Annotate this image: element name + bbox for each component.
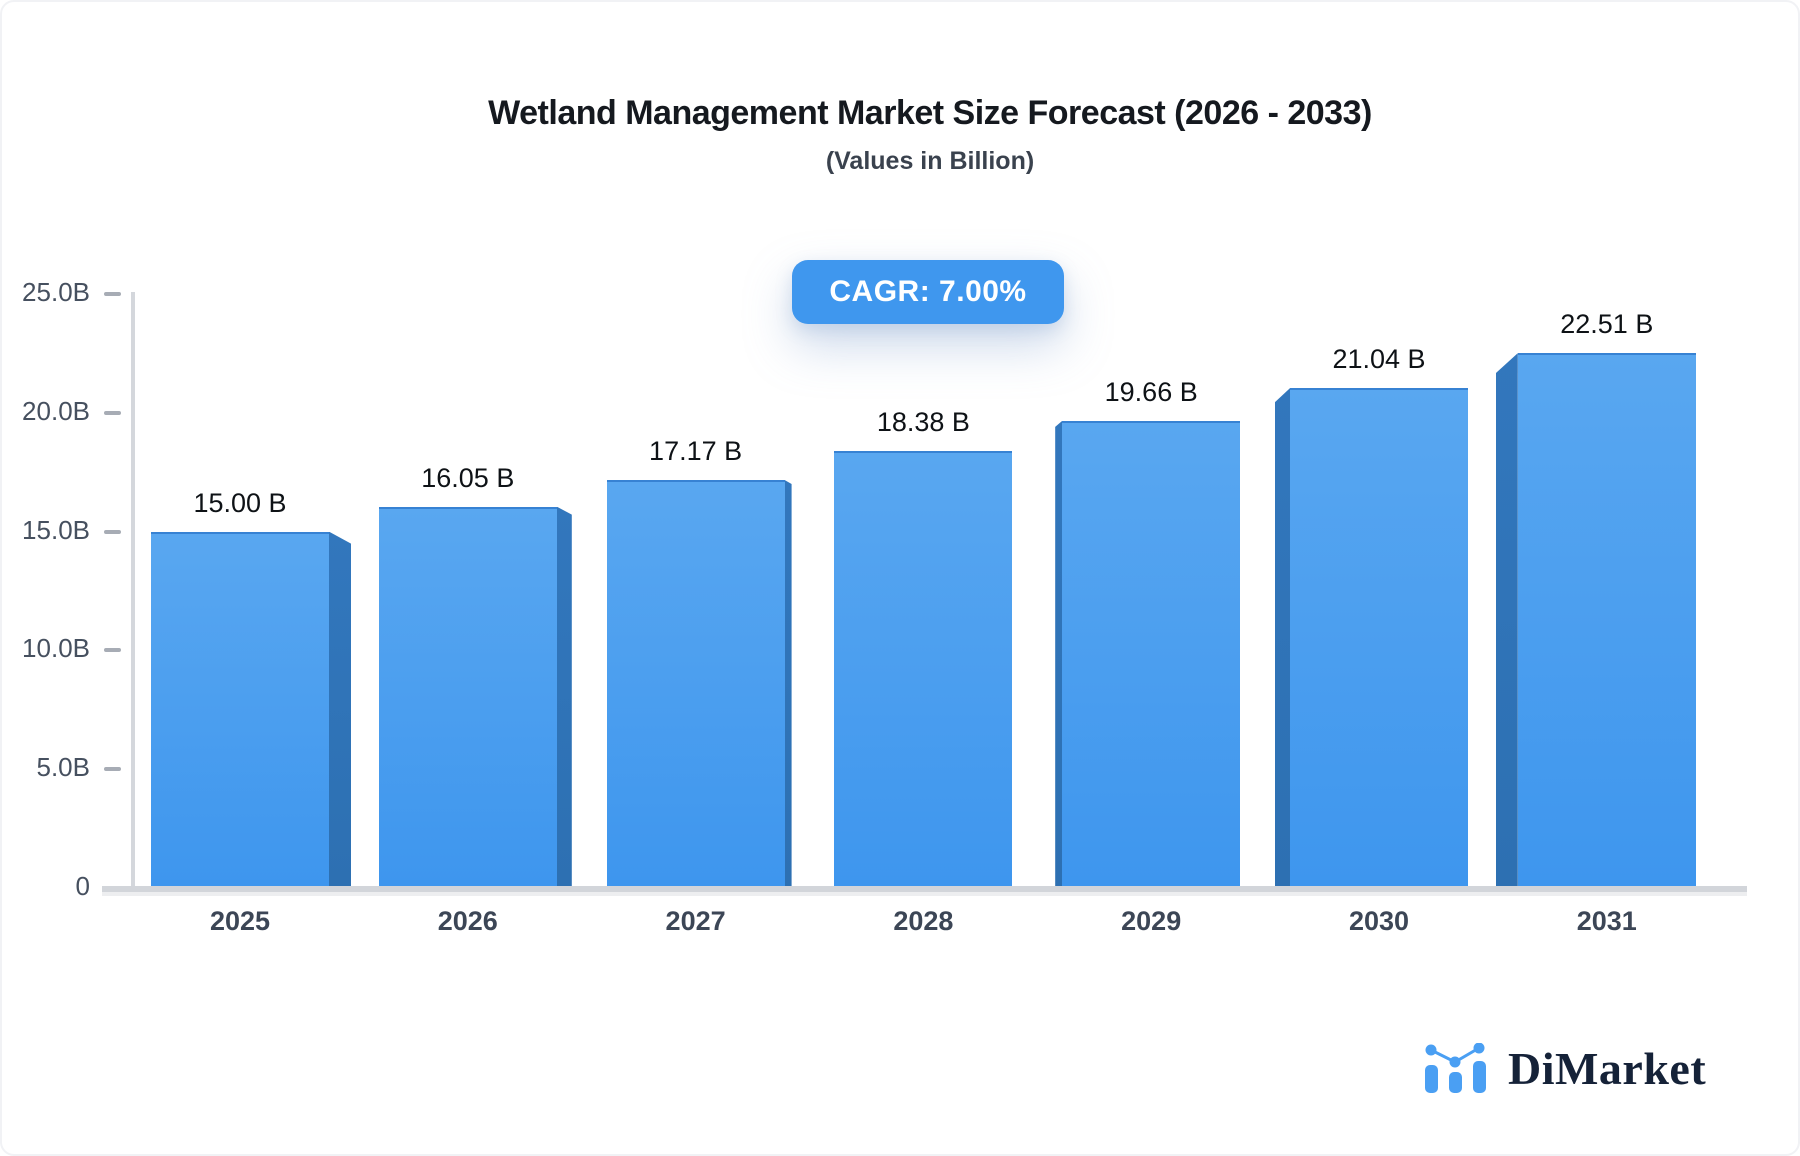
y-axis-line [131, 292, 135, 888]
x-axis-label-2025: 2025 [209, 906, 271, 936]
y-axis-tick [104, 648, 121, 653]
bar-side-face-2030 [1275, 388, 1290, 888]
bar-side-face-2025 [329, 531, 351, 888]
bar-value-label-2026: 16.05 B [421, 462, 515, 493]
x-axis-label-2030: 2030 [1348, 906, 1410, 936]
x-axis-label-2027: 2027 [665, 906, 726, 936]
y-axis-tick [104, 529, 121, 534]
dimarket-logo: DiMarket [1422, 1042, 1706, 1095]
x-axis-label-2026: 2026 [437, 906, 498, 936]
cagr-badge: CAGR: 7.00% [792, 260, 1064, 324]
bar-side-face-2029 [1055, 420, 1063, 888]
x-axis-label-2031: 2031 [1576, 906, 1637, 936]
y-axis-tick [104, 292, 121, 296]
bar-side-face-2031 [1495, 353, 1518, 888]
bar-side-face-2027 [784, 480, 792, 888]
x-axis-label-2029: 2029 [1121, 906, 1182, 936]
bar-side-face-2026 [556, 506, 572, 888]
y-axis-tick-label: 0 [75, 871, 90, 901]
y-axis-tick-label: 5.0B [36, 752, 91, 783]
x-axis-line [102, 886, 1747, 892]
y-axis-tick-label: 15.0B [22, 514, 90, 545]
bar-2027[interactable] [606, 480, 785, 886]
bar-2030[interactable] [1290, 388, 1468, 886]
x-axis-label-2028: 2028 [893, 906, 954, 936]
bar-2025[interactable] [151, 531, 329, 886]
y-axis-tick-label: 20.0B [22, 395, 90, 426]
bar-2029[interactable] [1062, 420, 1241, 886]
bar-value-label-2027: 17.17 B [649, 436, 743, 467]
bar-value-label-2025: 15.00 B [193, 487, 287, 518]
bar-value-label-2029: 19.66 B [1104, 376, 1198, 407]
bar-2031[interactable] [1517, 353, 1696, 886]
y-axis-tick-label: 25.0B [22, 277, 90, 307]
y-axis-tick-label: 10.0B [22, 633, 90, 664]
bar-value-label-2030: 21.04 B [1332, 344, 1426, 375]
bar-line-chart-icon [1425, 1042, 1486, 1093]
y-axis-tick [104, 767, 121, 772]
logo-text: DiMarket [1508, 1043, 1707, 1094]
bar-2028[interactable] [834, 451, 1013, 886]
bar-value-label-2028: 18.38 B [876, 407, 970, 438]
bar-value-label-2031: 22.51 B [1560, 309, 1654, 340]
y-axis-tick [104, 410, 121, 415]
bar-2026[interactable] [378, 506, 557, 886]
cagr-badge-label: CAGR: 7.00% [829, 275, 1027, 308]
